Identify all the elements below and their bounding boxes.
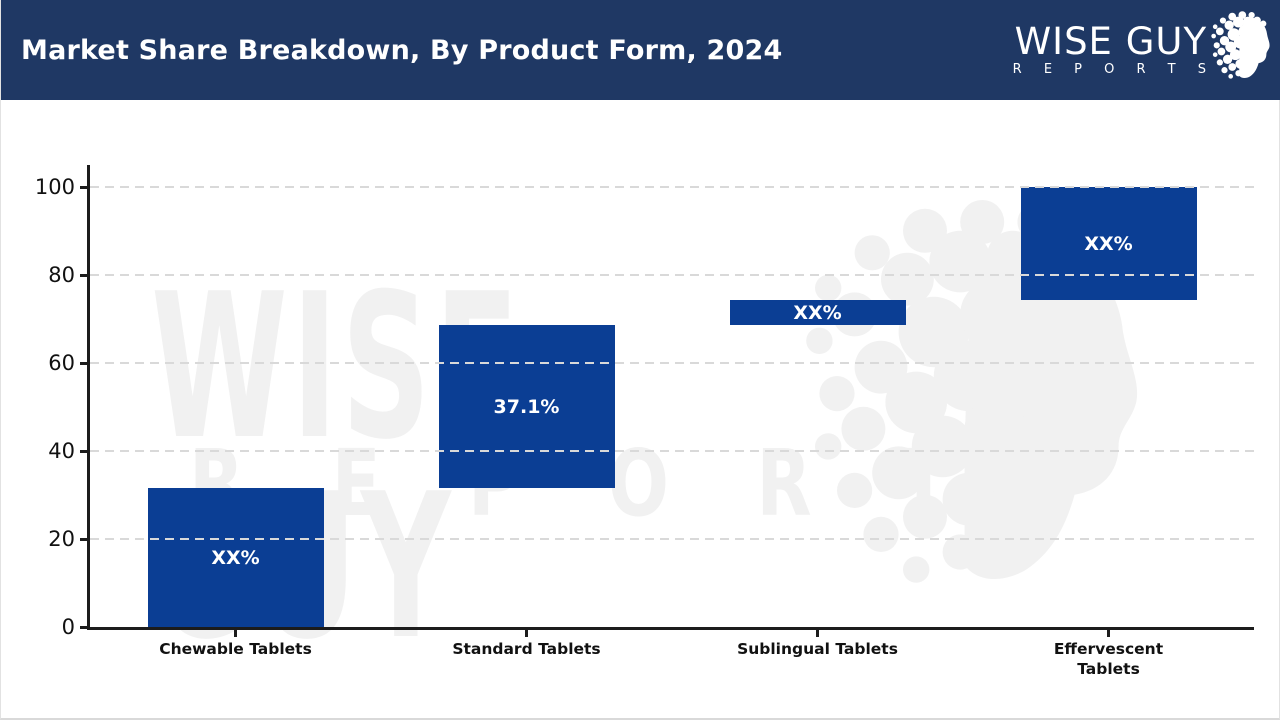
y-axis-tick: [80, 274, 90, 277]
x-axis-category-label: Sublingual Tablets: [737, 640, 898, 658]
x-axis-category-label: Standard Tablets: [452, 640, 601, 658]
brand-name: WISE GUY: [1014, 19, 1208, 63]
gridline-80: [90, 274, 1254, 276]
bar-2: 37.1%: [438, 325, 615, 489]
x-axis-category-label: Chewable Tablets: [159, 640, 312, 658]
brand-logo: WISE GUY R E P O R T S: [1007, 8, 1280, 92]
y-axis-tick: [80, 450, 90, 453]
y-axis-tick-label: 40: [48, 439, 75, 463]
bar-1: XX%: [147, 488, 324, 627]
bar-4: XX%: [1020, 187, 1197, 301]
y-axis-tick: [80, 186, 90, 189]
y-axis-tick: [80, 362, 90, 365]
header-bar: Market Share Breakdown, By Product Form,…: [1, 0, 1280, 100]
bar-value-label: XX%: [1084, 232, 1133, 255]
watermark-head-icon: [806, 200, 1138, 583]
bar-value-label: XX%: [793, 301, 842, 324]
brand-logo-text: WISE GUY R E P O R T S: [1007, 19, 1215, 78]
x-axis-line: [90, 627, 1254, 630]
x-axis-category-label: Effervescent Tablets: [1053, 640, 1164, 678]
y-axis-tick: [80, 626, 90, 629]
bar-value-label: XX%: [211, 546, 260, 569]
x-axis-tick: [1107, 630, 1110, 637]
x-axis-tick: [816, 630, 819, 637]
gridline-20: [90, 538, 1254, 540]
y-axis-tick: [80, 538, 90, 541]
y-axis-tick-label: 0: [61, 615, 75, 639]
y-axis-tick-label: 20: [48, 527, 75, 551]
page-title: Market Share Breakdown, By Product Form,…: [21, 34, 783, 66]
x-axis-tick: [525, 630, 528, 637]
brand-head-icon: [1211, 11, 1270, 79]
x-axis-tick: [234, 630, 237, 637]
brand-subtitle: R E P O R T S: [1012, 62, 1215, 78]
gridline-40: [90, 450, 1254, 452]
y-axis-tick-label: 60: [48, 351, 75, 375]
gridline-60: [90, 362, 1254, 364]
gridline-100: [90, 186, 1254, 188]
bar-value-label: 37.1%: [493, 395, 560, 418]
y-axis-line: [87, 165, 90, 630]
y-axis-tick-label: 80: [48, 263, 75, 287]
y-axis-tick-label: 100: [34, 175, 75, 199]
bar-3: XX%: [729, 300, 906, 326]
